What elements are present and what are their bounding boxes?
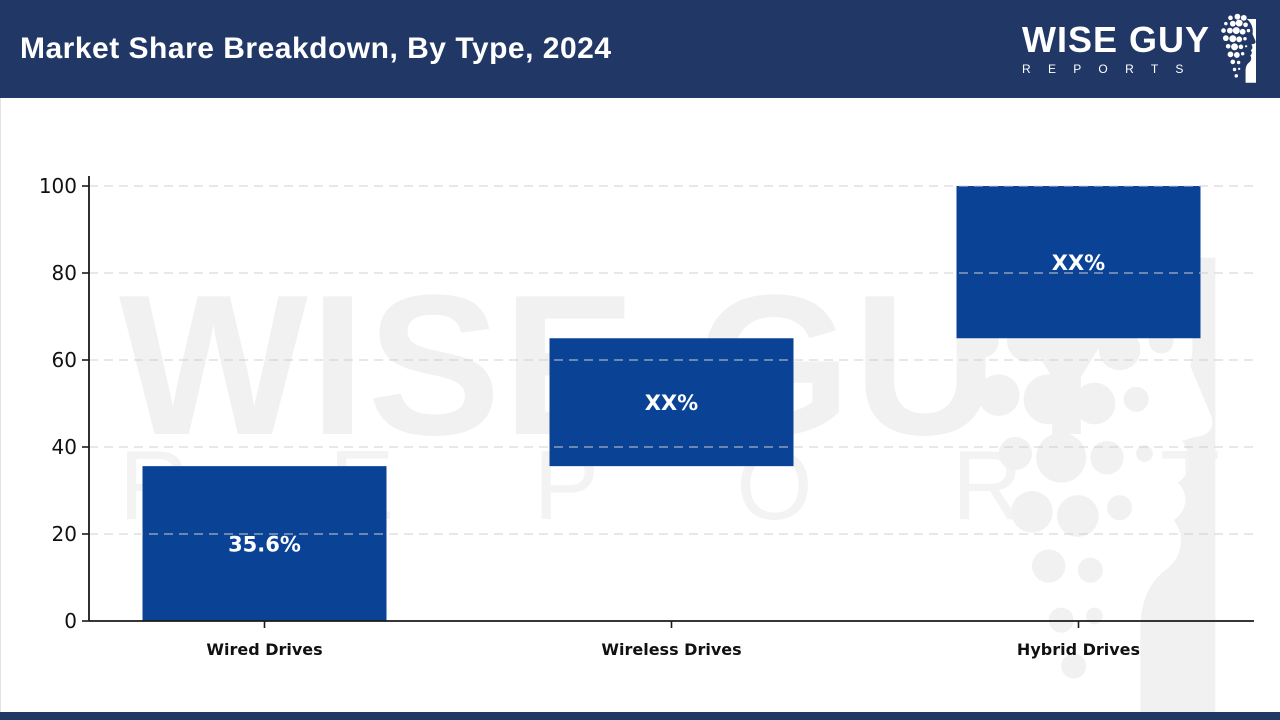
header-band: Market Share Breakdown, By Type, 2024 WI… [0,0,1280,98]
bar-value-label: 35.6% [228,533,301,557]
bar-wired-drives [142,466,387,621]
y-tick-label: 0 [64,609,77,633]
bar-value-label: XX% [1052,251,1105,275]
brand-name: WISE GUY [1021,19,1210,60]
page-title: Market Share Breakdown, By Type, 2024 [20,32,612,65]
bar-hybrid-drives [956,186,1201,339]
y-tick-label: 20 [52,522,77,546]
bar-value-label: XX% [645,391,698,415]
y-tick-label: 100 [39,174,77,198]
brand-subtitle: R E P O R T S [1021,62,1191,76]
x-category-label-hybrid-drives: Hybrid Drives [1017,640,1140,659]
y-tick-label: 80 [52,261,77,285]
brand-logo: WISE GUY R E P O R T S [1022,12,1256,86]
x-category-label-wired-drives: Wired Drives [206,640,322,659]
wise-guy-face-icon [1221,13,1256,83]
chart-plot: 35.6% XX% XX% 0 20 40 60 80 100 Wired Drives Wirel… [39,174,1254,659]
y-tick-label: 40 [52,435,77,459]
x-category-label-wireless-drives: Wireless Drives [601,640,741,659]
chart-area: WISE GUY R E P O R T S 35.6%XX%XX%020406… [0,98,1280,716]
footer-band [0,712,1280,720]
y-tick-label: 60 [52,348,77,372]
